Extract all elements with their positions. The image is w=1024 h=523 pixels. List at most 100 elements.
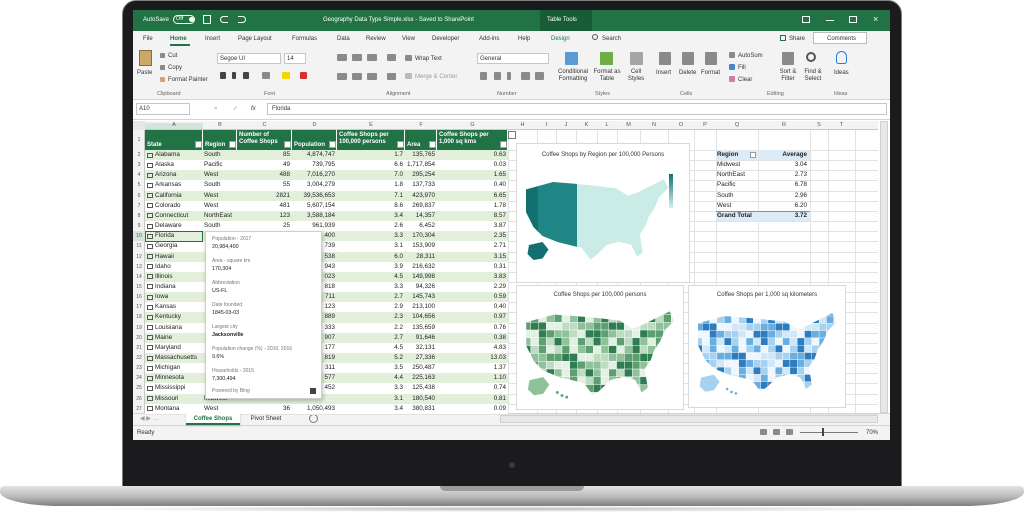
sheet-tab[interactable] bbox=[186, 413, 240, 425]
row-header[interactable]: 27 bbox=[136, 405, 142, 412]
row-header[interactable]: 20 bbox=[136, 334, 142, 341]
delete-cells-button[interactable]: Delete bbox=[679, 70, 697, 76]
wrap-text-button[interactable]: Wrap Text bbox=[415, 56, 442, 62]
paste-icon[interactable] bbox=[139, 50, 152, 66]
copy-button[interactable]: Copy bbox=[168, 65, 183, 71]
cut-button[interactable]: Cut bbox=[168, 53, 178, 59]
save-icon[interactable] bbox=[203, 15, 211, 24]
column-header[interactable]: F bbox=[419, 122, 423, 128]
underline-icon[interactable] bbox=[243, 72, 249, 79]
borders-icon[interactable] bbox=[262, 72, 270, 79]
column-header[interactable]: R bbox=[782, 122, 786, 128]
select-all[interactable] bbox=[133, 121, 145, 130]
row-header[interactable]: 2 bbox=[137, 152, 141, 158]
row-header[interactable]: 22 bbox=[136, 355, 142, 361]
page-break-view[interactable] bbox=[786, 429, 793, 435]
geography-icon[interactable] bbox=[147, 172, 153, 178]
orientation-icon[interactable] bbox=[387, 54, 396, 61]
geography-icon[interactable] bbox=[147, 284, 153, 290]
row-header[interactable]: 8 bbox=[137, 212, 141, 219]
autosum-button[interactable]: AutoSum bbox=[738, 53, 763, 59]
undo-icon[interactable] bbox=[220, 16, 228, 23]
row-header[interactable]: 13 bbox=[136, 263, 142, 270]
indent-icon[interactable] bbox=[387, 73, 396, 80]
column-header[interactable]: I bbox=[545, 122, 548, 128]
filter-button[interactable] bbox=[195, 141, 202, 148]
ribbon-tab[interactable]: Insert bbox=[205, 36, 221, 42]
font-name-box[interactable] bbox=[217, 53, 281, 64]
sheet-nav[interactable]: ◀ ▶ … bbox=[140, 416, 159, 422]
column-header[interactable]: P bbox=[703, 122, 707, 128]
align-right-icon[interactable] bbox=[367, 73, 377, 80]
percent-icon[interactable] bbox=[494, 72, 501, 80]
row-header[interactable]: 4 bbox=[137, 172, 141, 179]
decrease-decimal-icon[interactable] bbox=[535, 72, 544, 80]
ribbon-tab[interactable]: Review bbox=[366, 36, 386, 42]
fill-button[interactable]: Fill bbox=[738, 65, 746, 71]
active-cell[interactable] bbox=[145, 231, 203, 243]
ribbon-tab[interactable]: Formulas bbox=[292, 36, 318, 42]
geography-icon[interactable] bbox=[147, 203, 153, 209]
row-header[interactable]: 7 bbox=[137, 202, 141, 209]
chart-per-capita-map[interactable]: Coffee Shops per 100,000 persons bbox=[516, 285, 684, 410]
column-header[interactable]: O bbox=[678, 122, 684, 128]
merge-center-button[interactable]: Merge & Center bbox=[415, 74, 458, 80]
filter-button[interactable] bbox=[750, 152, 756, 158]
formula-input[interactable] bbox=[267, 103, 887, 115]
geography-icon[interactable] bbox=[147, 152, 153, 158]
ribbon-tab[interactable]: Page Layout bbox=[238, 36, 272, 42]
chart-region-map[interactable]: Coffee Shops by Region per 100,000 Perso… bbox=[516, 143, 690, 283]
chart-per-area-map[interactable]: Coffee Shops per 1,000 sq kilometers bbox=[688, 285, 846, 408]
geography-icon[interactable] bbox=[147, 385, 153, 391]
geography-icon[interactable] bbox=[147, 254, 153, 259]
ribbon-tab[interactable]: View bbox=[402, 36, 415, 42]
column-header[interactable]: T bbox=[839, 122, 844, 128]
row-header[interactable]: 24 bbox=[136, 375, 142, 382]
column-header[interactable]: D bbox=[312, 122, 317, 128]
increase-decimal-icon[interactable] bbox=[521, 72, 530, 80]
format-cells-button[interactable]: Format bbox=[701, 70, 721, 76]
comments-frame[interactable] bbox=[813, 32, 867, 44]
filter-button[interactable] bbox=[229, 141, 236, 148]
column-header[interactable]: N bbox=[652, 122, 656, 128]
ribbon-tab[interactable]: Developer bbox=[432, 36, 460, 42]
row-header[interactable]: 16 bbox=[136, 294, 142, 301]
fill-color-icon[interactable] bbox=[282, 72, 290, 79]
filter-button[interactable] bbox=[500, 141, 507, 148]
filter-button[interactable] bbox=[397, 141, 404, 148]
insert-function[interactable]: fx bbox=[251, 106, 256, 112]
geography-icon[interactable] bbox=[147, 182, 153, 188]
vertical-scrollbar[interactable] bbox=[880, 121, 888, 413]
geography-icon[interactable] bbox=[147, 264, 153, 270]
row-header[interactable]: 10 bbox=[133, 231, 145, 242]
row-header[interactable]: 11 bbox=[136, 243, 142, 250]
geography-icon[interactable] bbox=[147, 365, 153, 371]
ribbon-display-button[interactable] bbox=[802, 16, 810, 23]
comments-button[interactable]: Comments bbox=[827, 36, 857, 42]
zoom-thumb[interactable] bbox=[822, 428, 824, 436]
column-header[interactable]: E bbox=[369, 122, 373, 128]
geography-icon[interactable] bbox=[147, 233, 153, 239]
paste-button[interactable]: Paste bbox=[137, 70, 153, 76]
align-bottom-icon[interactable] bbox=[367, 54, 377, 61]
column-header[interactable]: L bbox=[605, 122, 609, 128]
ribbon-tab[interactable]: Design bbox=[551, 36, 570, 42]
geography-icon[interactable] bbox=[147, 213, 153, 219]
normal-view[interactable] bbox=[760, 429, 767, 435]
minimize-button[interactable] bbox=[826, 20, 834, 21]
horizontal-scrollbar[interactable] bbox=[500, 415, 878, 423]
number-format-box[interactable] bbox=[477, 53, 549, 64]
cancel-icon[interactable]: × bbox=[214, 106, 218, 112]
geography-icon[interactable] bbox=[147, 304, 153, 310]
geography-icon[interactable] bbox=[147, 223, 153, 229]
row-header[interactable]: 6 bbox=[137, 192, 141, 199]
column-header[interactable]: H bbox=[520, 122, 525, 128]
ribbon-tab[interactable]: Home bbox=[170, 36, 187, 42]
geography-icon[interactable] bbox=[147, 345, 153, 351]
format-as-table-button[interactable]: Format as Table bbox=[593, 69, 621, 82]
sort-filter-button[interactable]: Sort & Filter bbox=[779, 69, 797, 82]
row-header[interactable]: 26 bbox=[136, 395, 142, 402]
filter-button[interactable] bbox=[284, 141, 291, 148]
format-painter-button[interactable]: Format Painter bbox=[168, 77, 208, 83]
italic-icon[interactable] bbox=[232, 72, 236, 79]
